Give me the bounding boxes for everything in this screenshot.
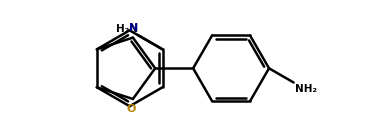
- Text: H₂N: H₂N: [116, 24, 138, 34]
- Text: N: N: [129, 23, 138, 33]
- Text: NH₂: NH₂: [295, 84, 317, 94]
- Text: O: O: [126, 104, 136, 114]
